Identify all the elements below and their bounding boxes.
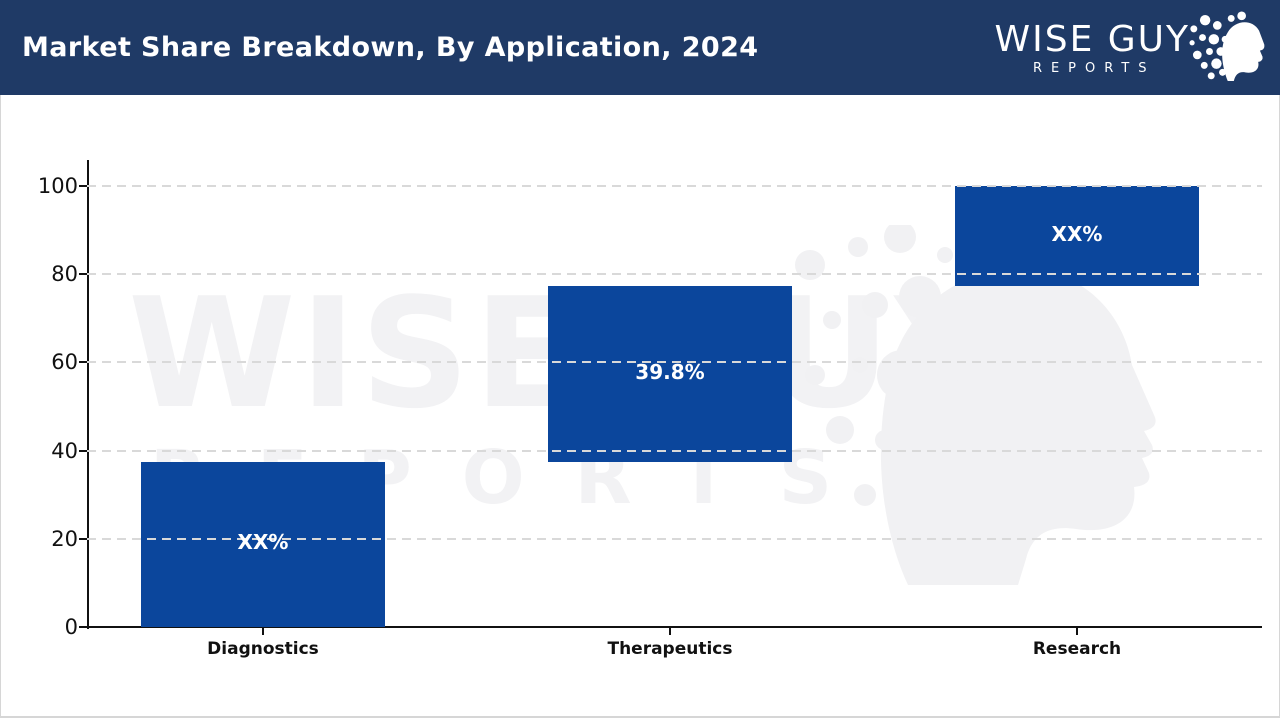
x-category-label: Research	[1032, 639, 1122, 659]
brand-face-icon	[1189, 11, 1265, 82]
y-tick-label: 40	[51, 438, 78, 463]
gridline-60	[87, 361, 1262, 364]
brand-logo: WISE GUY REPORTS	[995, 6, 1266, 90]
left-edge-line	[0, 95, 1, 718]
y-tick-label: 100	[37, 174, 78, 198]
bottom-edge-line	[0, 716, 1280, 718]
x-tick-mark	[1076, 628, 1078, 635]
brand-name: WISE GUY	[994, 18, 1190, 60]
x-tick-mark	[262, 628, 264, 635]
y-tick-label: 20	[51, 526, 78, 551]
x-category-label: Therapeutics	[607, 639, 733, 659]
y-tick-mark	[79, 449, 87, 452]
y-tick-mark	[79, 273, 87, 276]
x-axis-spine	[87, 626, 1262, 628]
y-tick-mark	[79, 185, 87, 187]
y-axis-spine	[87, 160, 89, 629]
watermark-face-icon	[795, 225, 1156, 585]
bar-value-label: XX%	[1051, 222, 1103, 247]
y-tick-mark	[79, 626, 87, 628]
header-bar: Market Share Breakdown, By Application, …	[0, 0, 1280, 95]
y-tick-label: 60	[51, 350, 78, 375]
bar-therapeutics	[548, 286, 792, 462]
page-title: Market Share Breakdown, By Application, …	[22, 32, 759, 63]
gridline-20	[87, 537, 1262, 540]
y-tick-mark	[79, 361, 87, 364]
y-tick-label: 80	[51, 262, 78, 287]
bar-value-label: XX%	[237, 530, 289, 555]
y-tick-mark	[79, 537, 87, 540]
bar-value-label: 39.8%	[635, 359, 705, 384]
bar-research	[955, 186, 1199, 287]
gridline-100	[87, 185, 1262, 187]
x-tick-mark	[669, 628, 671, 635]
gridline-80	[87, 273, 1262, 276]
brand-logo-text: WISE GUY REPORTS	[994, 18, 1191, 76]
gridline-40	[87, 449, 1262, 452]
brand-subtitle: REPORTS	[1032, 60, 1156, 76]
bar-diagnostics	[141, 461, 385, 627]
x-category-label: Diagnostics	[207, 639, 319, 659]
y-tick-label: 0	[64, 615, 78, 639]
